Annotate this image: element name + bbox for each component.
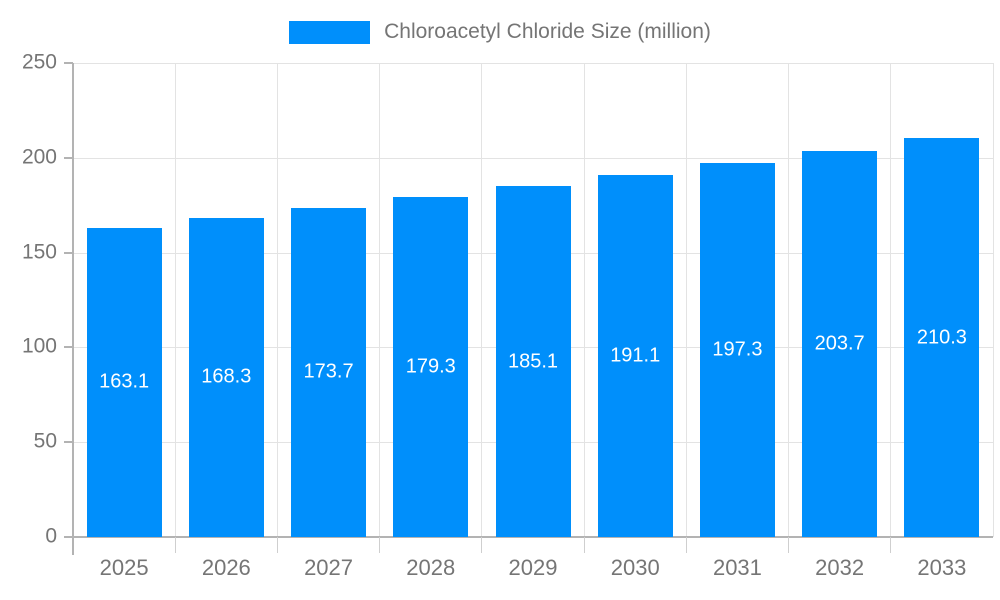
gridline-vertical	[379, 63, 381, 537]
x-tick	[276, 537, 278, 553]
y-tick-label: 250	[21, 50, 57, 74]
bar-2028[interactable]	[393, 197, 469, 537]
bar-2033[interactable]	[904, 138, 980, 537]
x-tick-label: 2029	[508, 555, 558, 580]
x-tick	[890, 537, 892, 553]
bar-value-label: 191.1	[610, 344, 661, 367]
y-tick	[64, 156, 73, 159]
bar-2027[interactable]	[291, 207, 367, 537]
legend-swatch	[289, 20, 371, 44]
gridline-horizontal	[73, 157, 993, 159]
bar-value-label: 203.7	[814, 332, 865, 355]
bar-value-label: 168.3	[201, 365, 252, 388]
y-tick	[64, 251, 73, 254]
gridline-vertical	[788, 63, 790, 537]
y-tick-label: 50	[33, 429, 57, 453]
bar-2032[interactable]	[802, 150, 878, 537]
x-tick-label: 2030	[610, 555, 660, 580]
bar-value-label: 210.3	[916, 326, 967, 349]
y-tick	[64, 346, 73, 349]
y-axis-line	[72, 63, 74, 555]
y-tick-label: 100	[21, 334, 57, 358]
bar-value-label: 197.3	[712, 338, 763, 361]
plot-area: 0 50 100 150 200 250 163.1 2025 168.3 2026 173.7 20…	[22, 51, 994, 580]
x-axis-line	[64, 536, 993, 538]
gridline-vertical	[992, 63, 994, 537]
bar-2026[interactable]	[188, 217, 264, 537]
gridline-vertical	[583, 63, 585, 537]
x-tick	[685, 537, 687, 553]
gridline-vertical	[685, 63, 687, 537]
x-tick	[379, 537, 381, 553]
gridline-horizontal	[73, 63, 993, 64]
gridline-vertical	[276, 63, 278, 537]
x-tick	[788, 537, 790, 553]
x-tick-label: 2032	[815, 555, 865, 580]
x-tick	[174, 537, 176, 553]
y-tick-label: 150	[21, 240, 57, 264]
y-tick-label: 0	[45, 524, 57, 548]
x-tick-label: 2033	[917, 555, 967, 580]
x-tick-label: 2025	[99, 555, 149, 580]
y-tick	[64, 62, 73, 64]
x-tick	[481, 537, 483, 553]
bar-2031[interactable]	[699, 162, 775, 537]
gridline-vertical	[174, 63, 176, 537]
y-tick-label: 200	[21, 145, 57, 169]
legend[interactable]: Chloroacetyl Chloride Size (million)	[0, 20, 1000, 44]
bar-value-label: 163.1	[99, 370, 150, 393]
bar-2029[interactable]	[495, 186, 571, 537]
bar-2025[interactable]	[86, 227, 162, 537]
x-tick	[583, 537, 585, 553]
bar-value-label: 185.1	[507, 350, 559, 373]
y-tick	[64, 441, 73, 444]
x-tick-label: 2031	[712, 555, 762, 580]
x-tick-label: 2027	[304, 555, 354, 580]
gridline-vertical	[481, 63, 483, 537]
bar-2030[interactable]	[597, 174, 673, 537]
bar-value-label: 179.3	[405, 355, 456, 378]
bar-value-label: 173.7	[303, 360, 354, 383]
x-tick-label: 2026	[201, 555, 251, 580]
legend-label: Chloroacetyl Chloride Size (million)	[384, 20, 711, 43]
gridline-vertical	[890, 63, 892, 537]
x-tick-label: 2028	[406, 555, 456, 580]
